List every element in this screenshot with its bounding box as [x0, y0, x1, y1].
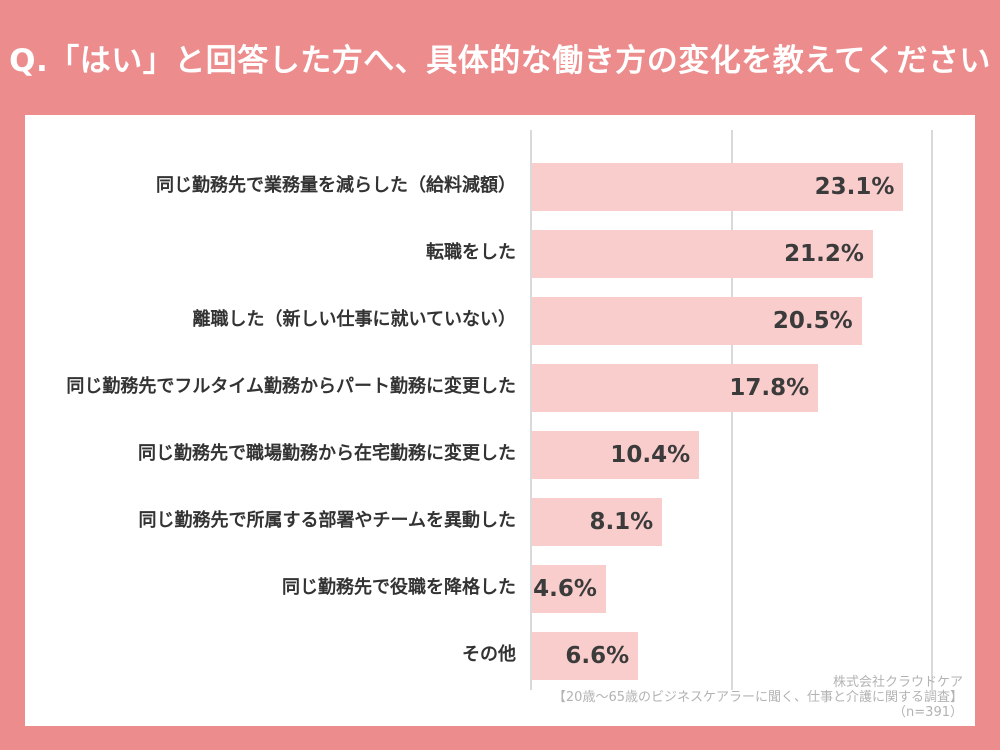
title-band: Q.「はい」と回答した方へ、具体的な働き方の変化を教えてください	[0, 0, 1000, 115]
bar-value-label: 4.6%	[533, 575, 597, 602]
bar-value-label: 8.1%	[589, 508, 654, 535]
bar-track: 21.2%	[532, 229, 934, 278]
bar-value-label: 20.5%	[772, 307, 853, 334]
category-label: 同じ勤務先で所属する部署やチームを異動した	[138, 510, 516, 532]
bar-track: 8.1%	[532, 497, 934, 546]
bar-value-label: 10.4%	[610, 441, 691, 468]
bar: 8.1%	[532, 497, 663, 546]
category-label: 同じ勤務先で業務量を減らした（給料減額）	[156, 175, 516, 197]
bar-value-label: 6.6%	[565, 642, 630, 669]
category-label: 同じ勤務先でフルタイム勤務からパート勤務に変更した	[66, 376, 516, 398]
bar-track: 4.6%	[532, 564, 934, 613]
bar-row: 同じ勤務先で業務量を減らした（給料減額） 23.1%	[25, 153, 975, 220]
bar: 20.5%	[532, 296, 862, 345]
bar-value-label: 21.2%	[784, 240, 864, 267]
category-label: その他	[462, 644, 516, 666]
bar-track: 23.1%	[532, 162, 934, 211]
bar-row: 同じ勤務先で職場勤務から在宅勤務に変更した 10.4%	[25, 421, 975, 488]
bar: 17.8%	[532, 363, 819, 412]
bar-row: 離職した（新しい仕事に就いていない） 20.5%	[25, 287, 975, 354]
chart-card: 同じ勤務先で業務量を減らした（給料減額） 23.1% 転職をした 21.2% 離職した（…	[25, 115, 975, 726]
bar-value-label: 23.1%	[814, 173, 895, 200]
bar-row: 転職をした 21.2%	[25, 220, 975, 287]
bar: 21.2%	[532, 229, 873, 278]
bar-track: 20.5%	[532, 296, 934, 345]
bar-row: 同じ勤務先で役職を降格した 4.6%	[25, 555, 975, 622]
bar: 10.4%	[532, 430, 700, 479]
bar-track: 17.8%	[532, 363, 934, 412]
bar: 4.6%	[532, 564, 606, 613]
category-label: 同じ勤務先で職場勤務から在宅勤務に変更した	[138, 443, 516, 465]
bar-chart: 同じ勤務先で業務量を減らした（給料減額） 23.1% 転職をした 21.2% 離職した（…	[25, 153, 975, 689]
bar: 6.6%	[532, 631, 639, 680]
source-sample: （n=391）	[893, 705, 963, 720]
bar: 23.1%	[532, 162, 904, 211]
bar-track: 6.6%	[532, 631, 934, 680]
page-title: Q.「はい」と回答した方へ、具体的な働き方の変化を教えてください	[9, 43, 991, 79]
gridline-max	[931, 130, 933, 690]
bar-track: 10.4%	[532, 430, 934, 479]
bar-value-label: 17.8%	[729, 374, 810, 401]
bar-row: 同じ勤務先でフルタイム勤務からパート勤務に変更した 17.8%	[25, 354, 975, 421]
bar-row: その他 6.6%	[25, 622, 975, 689]
category-label: 離職した（新しい仕事に就いていない）	[192, 309, 516, 331]
source-company: 株式会社クラウドケア	[832, 675, 963, 690]
source-survey: 【20歳～65歳のビジネスケアラーに聞く、仕事と介護に関する調査】	[552, 690, 963, 705]
category-label: 同じ勤務先で役職を降格した	[282, 577, 516, 599]
category-label: 転職をした	[426, 242, 516, 264]
bar-row: 同じ勤務先で所属する部署やチームを異動した 8.1%	[25, 488, 975, 555]
source-note: 株式会社クラウドケア 【20歳～65歳のビジネスケアラーに聞く、仕事と介護に関す…	[553, 675, 963, 720]
gridline-zero	[530, 130, 532, 690]
